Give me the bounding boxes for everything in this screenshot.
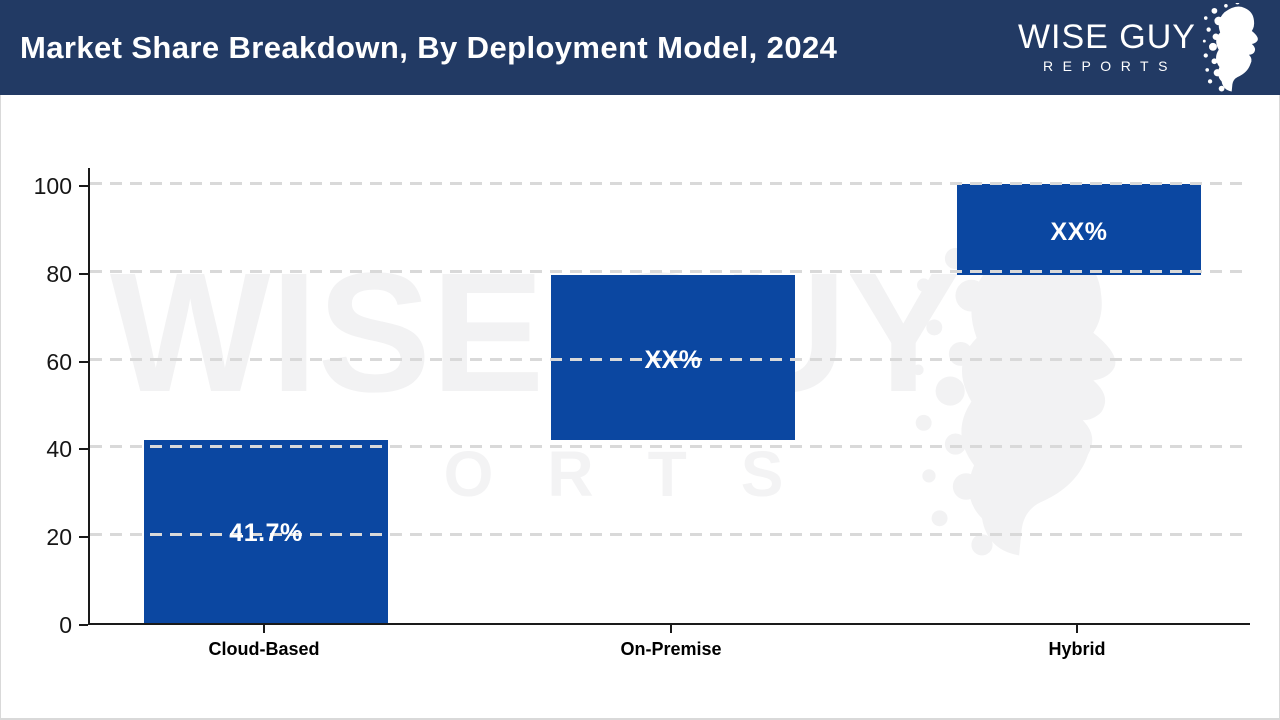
watermark-wordmark: WISE GUY bbox=[110, 238, 961, 428]
bar-value-label: 41.7% bbox=[229, 519, 303, 548]
y-tick-label: 20 bbox=[46, 524, 72, 551]
header-bar: Market Share Breakdown, By Deployment Mo… bbox=[0, 0, 1280, 95]
y-tick-mark bbox=[79, 185, 88, 187]
y-axis: 0 20 40 60 80 100 bbox=[0, 168, 88, 638]
page-border-left bbox=[0, 95, 1, 720]
gridline-100 bbox=[90, 182, 1250, 185]
y-tick-mark bbox=[79, 272, 88, 275]
brand-face-icon bbox=[1202, 3, 1258, 92]
chart-title: Market Share Breakdown, By Deployment Mo… bbox=[20, 29, 838, 65]
y-tick-label: 60 bbox=[46, 348, 72, 375]
brand-name: WISE GUY bbox=[1017, 18, 1196, 56]
x-tick-mark bbox=[1076, 625, 1078, 633]
y-tick-label: 100 bbox=[33, 173, 72, 199]
gridline-20 bbox=[90, 533, 1250, 537]
x-axis: Cloud-Based On-Premise Hybrid bbox=[88, 625, 1250, 685]
bar-hybrid bbox=[957, 184, 1201, 276]
x-category-label: Hybrid bbox=[1048, 639, 1106, 659]
y-tick-mark bbox=[79, 360, 88, 363]
gridline-60 bbox=[90, 357, 1250, 361]
gridline-80 bbox=[90, 269, 1250, 273]
y-tick-label: 40 bbox=[46, 436, 72, 463]
y-tick-label: 80 bbox=[46, 260, 72, 287]
y-tick-mark bbox=[79, 448, 88, 451]
x-category-label: Cloud-Based bbox=[208, 639, 320, 659]
bar-cloud-based bbox=[144, 439, 388, 623]
gridline-40 bbox=[90, 445, 1250, 449]
brand-subname: REPORTS bbox=[1043, 58, 1177, 74]
plot-area: 41.7% XX% XX% bbox=[88, 168, 1250, 625]
x-tick-mark bbox=[263, 625, 265, 633]
brand-wordmark: WISE GUY REPORTS bbox=[1018, 20, 1196, 74]
brand-logo: WISE GUY REPORTS bbox=[1012, 0, 1274, 95]
y-tick-mark bbox=[79, 536, 88, 539]
bar-value-label: XX% bbox=[1050, 217, 1108, 246]
page-border-bottom bbox=[0, 718, 1280, 720]
x-tick-mark bbox=[670, 625, 672, 633]
y-tick-mark bbox=[79, 624, 88, 626]
bar-value-label: XX% bbox=[644, 345, 702, 374]
y-tick-label: 0 bbox=[59, 612, 72, 638]
x-category-label: On-Premise bbox=[620, 639, 722, 659]
